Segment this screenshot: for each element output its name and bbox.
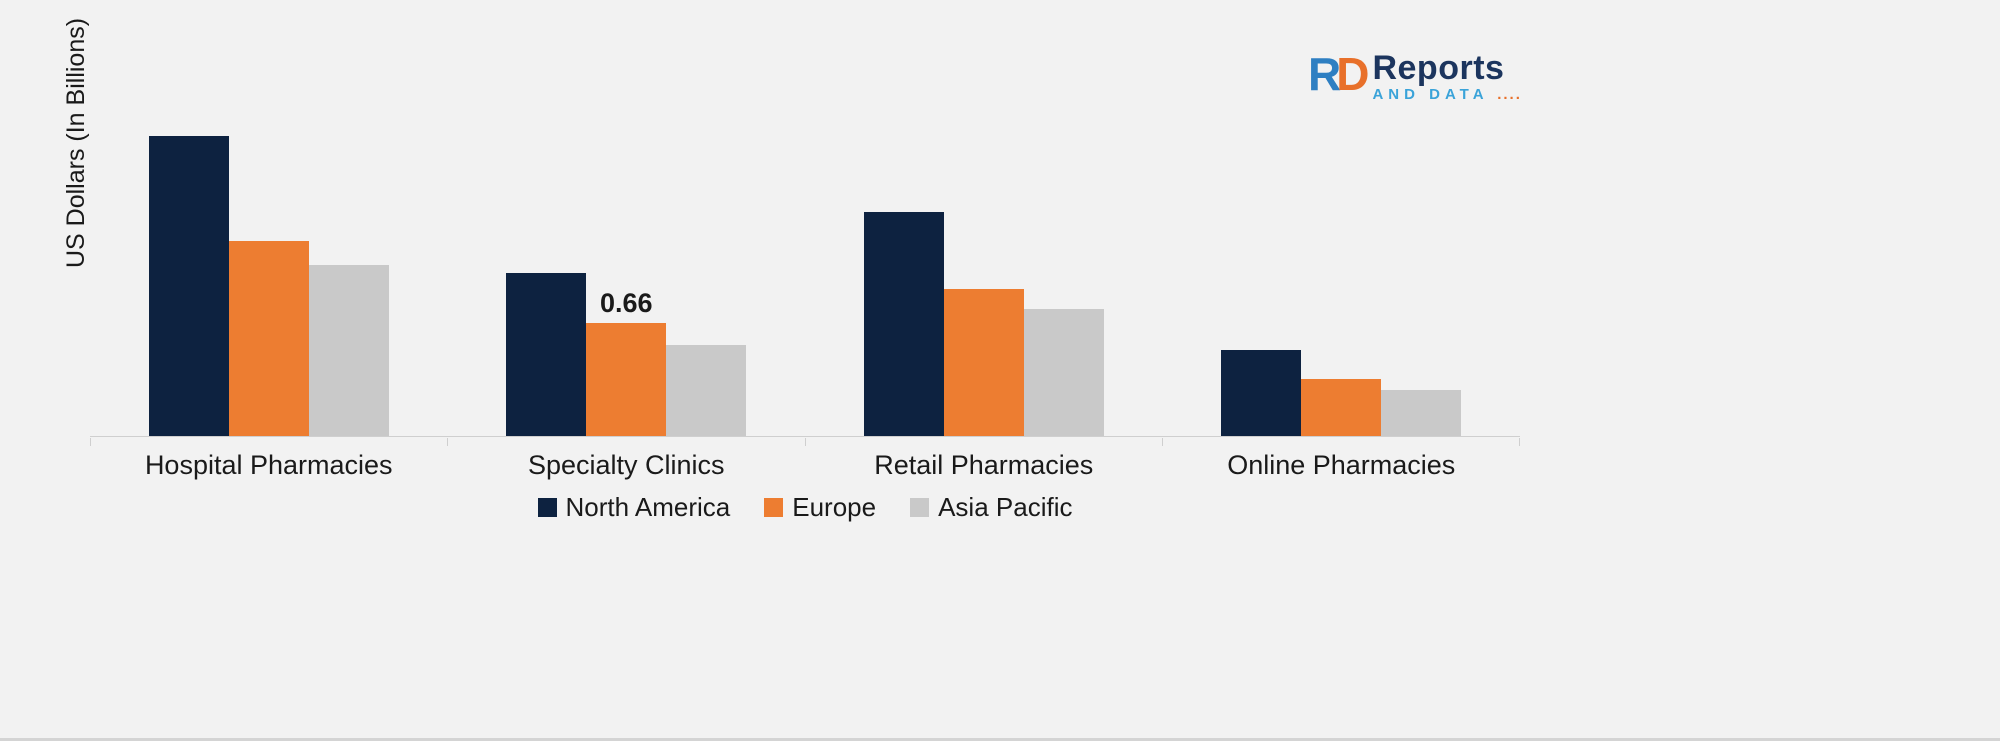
bar-europe-online-pharmacies — [1301, 379, 1382, 436]
window-edge — [0, 738, 2000, 741]
category-label-online-pharmacies: Online Pharmacies — [1227, 450, 1456, 480]
bar-asia-pacific-hospital-pharmacies — [308, 265, 389, 436]
axis-tick-cell — [804, 438, 1162, 446]
bar-group-online-pharmacies — [1163, 120, 1521, 436]
bar-slot — [943, 120, 1024, 436]
legend-swatch-europe — [764, 498, 784, 517]
legend-swatch-north-america — [537, 498, 557, 517]
logo-letter-d: D — [1336, 48, 1369, 100]
logo-letter-r: R — [1308, 48, 1341, 100]
bar-asia-pacific-retail-pharmacies — [1023, 309, 1104, 436]
bar-slot — [506, 120, 587, 436]
x-axis-ticks — [90, 438, 1520, 446]
bar-slot — [148, 120, 229, 436]
axis-tick-cell — [1161, 438, 1519, 446]
bar-north-america-retail-pharmacies — [863, 212, 944, 436]
brand-logo-text: Reports AND DATA .... — [1372, 49, 1522, 103]
bar-europe-retail-pharmacies — [943, 289, 1024, 436]
legend-label-asia-pacific: Asia Pacific — [938, 492, 1073, 522]
bar-slot: 0.66 — [586, 120, 667, 436]
bar-group-retail-pharmacies — [805, 120, 1163, 436]
plot-area: 0.66 — [90, 120, 1520, 437]
bar-slot — [1023, 120, 1104, 436]
bar-north-america-specialty-clinics — [506, 273, 587, 436]
bar-slot — [863, 120, 944, 436]
bar-asia-pacific-specialty-clinics — [666, 345, 747, 436]
legend-swatch-asia-pacific — [910, 498, 930, 517]
x-axis-category-labels: Hospital Pharmacies Specialty Clinics Reta… — [90, 450, 1520, 481]
axis-tick-cell — [447, 438, 804, 446]
bar-slot — [1221, 120, 1302, 436]
legend-item-north-america: North America — [537, 492, 731, 523]
category-label-specialty-clinics: Specialty Clinics — [527, 450, 725, 480]
bar-north-america-online-pharmacies — [1221, 350, 1302, 436]
bar-slot — [308, 120, 389, 436]
legend-item-asia-pacific: Asia Pacific — [910, 492, 1072, 523]
chart-legend: North America Europe Asia Pacific — [90, 492, 1520, 523]
bar-slot — [1381, 120, 1462, 436]
brand-tagline-dots: .... — [1497, 86, 1522, 103]
legend-label-north-america: North America — [565, 492, 731, 522]
bar-group-specialty-clinics: 0.66 — [448, 120, 806, 436]
legend-item-europe: Europe — [764, 492, 876, 523]
data-label-europe-specialty-clinics: 0.66 — [599, 288, 653, 318]
legend-label-europe: Europe — [792, 492, 877, 522]
category-label-retail-pharmacies: Retail Pharmacies — [874, 450, 1094, 480]
brand-logo: RD Reports AND DATA .... — [1308, 49, 1522, 103]
axis-tick-cell — [90, 438, 447, 446]
bar-europe-specialty-clinics — [586, 323, 667, 436]
bar-slot — [666, 120, 747, 436]
brand-tagline: AND DATA .... — [1372, 86, 1522, 103]
bar-north-america-hospital-pharmacies — [148, 136, 229, 436]
brand-logo-icon: RD — [1308, 51, 1370, 97]
bar-asia-pacific-online-pharmacies — [1381, 390, 1462, 436]
bar-slot — [1301, 120, 1382, 436]
bar-europe-hospital-pharmacies — [228, 241, 309, 436]
bar-slot — [228, 120, 309, 436]
y-axis-label: US Dollars (In Billions) — [62, 17, 90, 268]
bar-group-hospital-pharmacies — [90, 120, 448, 436]
brand-name: Reports — [1372, 49, 1505, 87]
category-label-hospital-pharmacies: Hospital Pharmacies — [144, 450, 393, 480]
